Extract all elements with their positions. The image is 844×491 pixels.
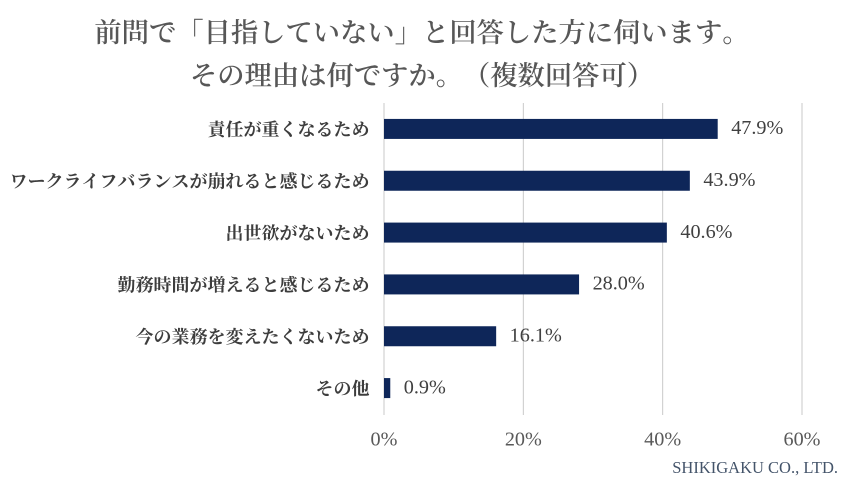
svg-text:0%: 0% [371, 429, 398, 451]
svg-text:60%: 60% [783, 429, 820, 451]
svg-text:47.9%: 47.9% [731, 117, 783, 139]
svg-text:40.6%: 40.6% [680, 221, 732, 243]
svg-text:40%: 40% [644, 429, 681, 451]
svg-text:0.9%: 0.9% [404, 376, 446, 398]
svg-text:43.9%: 43.9% [703, 169, 755, 191]
svg-text:28.0%: 28.0% [593, 273, 645, 295]
svg-text:16.1%: 16.1% [510, 324, 562, 346]
svg-text:SHIKIGAKU CO., LTD.: SHIKIGAKU CO., LTD. [672, 458, 838, 477]
svg-text:20%: 20% [505, 429, 542, 451]
